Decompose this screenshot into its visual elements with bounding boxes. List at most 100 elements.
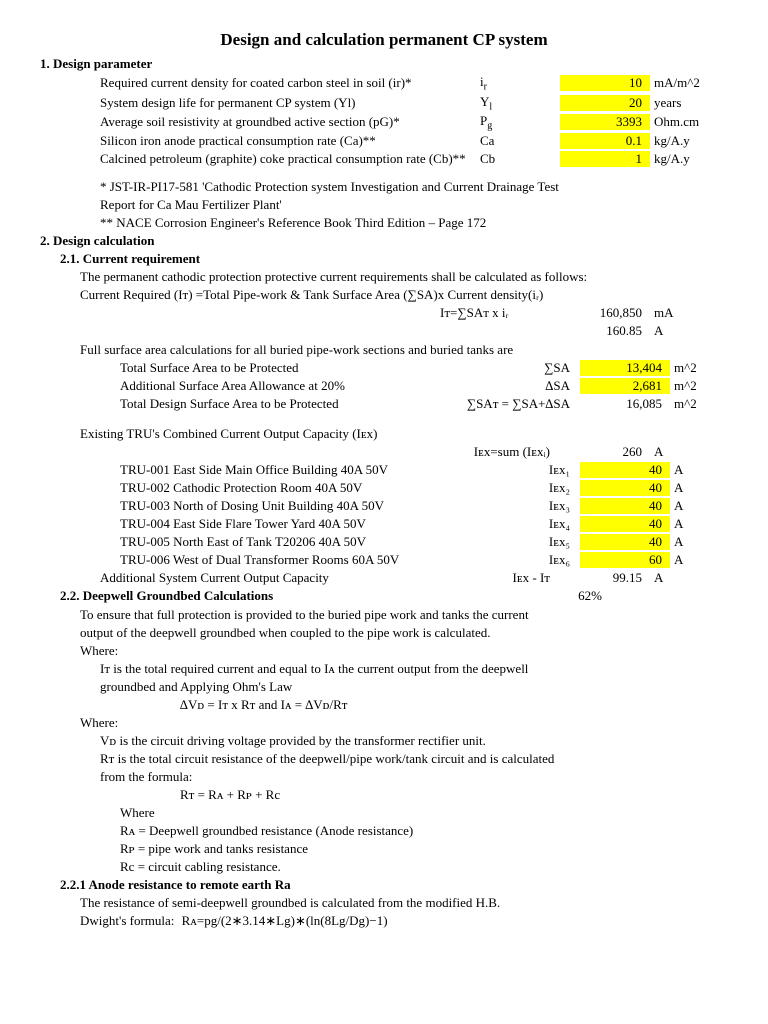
tru-value: 40 [580,534,670,550]
s21-formula: Iᴛ=∑SAᴛ x iᵣ [440,305,560,321]
tru-unit: A [670,552,750,568]
param-row: Silicon iron anode practical consumption… [100,133,728,150]
tru-label: TRU-003 North of Dosing Unit Building 40… [120,498,460,514]
tru-label: TRU-001 East Side Main Office Building 4… [120,462,460,478]
s21-full: Full surface area calculations for all b… [80,342,728,358]
param-symbol: Cb [480,151,560,167]
sa-unit: m^2 [670,378,750,394]
section-2-2-1-header: 2.2.1 Anode resistance to remote earth R… [60,877,728,893]
where-2: Where: [80,715,728,731]
rc-def: Rc = circuit cabling resistance. [120,859,728,875]
tru-unit: A [670,462,750,478]
s22-formula-2: Rᴛ = Rᴀ + Rᴘ + Rc [180,787,728,803]
sa-value: 2,681 [580,378,670,394]
tru-row: TRU-001 East Side Main Office Building 4… [120,462,728,479]
tru-unit: A [670,480,750,496]
s21-u2: A [650,323,730,339]
page-title: Design and calculation permanent CP syst… [40,30,728,50]
section-2-header: 2. Design calculation [40,233,728,249]
tru-label: TRU-006 West of Dual Transformer Rooms 6… [120,552,460,568]
s21-formula-row: Iᴛ=∑SAᴛ x iᵣ 160,850 mA [100,305,728,322]
tru-label: TRU-004 East Side Flare Tower Yard 40A 5… [120,516,460,532]
param-unit: Ohm.cm [650,114,730,130]
sa-label: Additional Surface Area Allowance at 20% [120,378,460,394]
param-value: 20 [560,95,650,111]
tru-label: TRU-002 Cathodic Protection Room 40A 50V [120,480,460,496]
tru-value: 40 [580,480,670,496]
tru-symbol: Iᴇx₁ [460,462,580,478]
tru-symbol: Iᴇx₄ [460,516,580,532]
tru-unit: A [670,516,750,532]
addcap-unit: A [650,570,730,586]
sa-label: Total Surface Area to be Protected [120,360,460,376]
param-label: System design life for permanent CP syst… [100,95,480,111]
param-row: Average soil resistivity at groundbed ac… [100,113,728,132]
tru-sum-row: Iᴇx=sum (Iᴇxᵢ) 260 A [100,444,728,461]
pct-row: 2.2. Deepwell Groundbed Calculations 62% [60,588,728,605]
tru-label: TRU-005 North East of Tank T20206 40A 50… [120,534,460,550]
param-row: Required current density for coated carb… [100,74,728,93]
tru-unit: A [670,534,750,550]
param-symbol: Yl [480,94,560,113]
tru-unit: A [670,498,750,514]
footnote-1b: Report for Ca Mau Fertilizer Plant' [100,197,728,213]
sa-row: Total Surface Area to be Protected∑SA13,… [120,360,728,377]
s21-current: Current Required (Iᴛ) =Total Pipe-work &… [80,287,728,303]
addcap-sym: Iᴇx - Iᴛ [440,570,560,586]
s221-b-line: Dwight's formula: Rᴀ=pg/(2∗3.14∗Lg)∗(ln(… [80,913,728,929]
s21-row2: 160.85 A [100,323,728,340]
param-unit: mA/m^2 [650,75,730,91]
s22-c: Iᴛ is the total required current and equ… [100,661,728,677]
sa-symbol: ∑SA [460,360,580,376]
param-label: Silicon iron anode practical consumption… [100,133,480,149]
s22-formula: ∆Vᴅ = Iᴛ x Rᴛ and Iᴀ = ∆Vᴅ/Rᴛ [180,697,728,713]
tru-symbol: Iᴇx₅ [460,534,580,550]
s21-u1: mA [650,305,730,321]
s22-b: output of the deepwell groundbed when co… [80,625,728,641]
param-symbol: Ca [480,133,560,149]
param-symbol: ir [480,74,560,93]
where-3: Where [120,805,728,821]
tru-row: TRU-002 Cathodic Protection Room 40A 50V… [120,480,728,497]
tru-value: 40 [580,498,670,514]
rp-def: Rᴘ = pipe work and tanks resistance [120,841,728,857]
s221-a: The resistance of semi-deepwell groundbe… [80,895,728,911]
tru-sum-sym: Iᴇx=sum (Iᴇxᵢ) [440,444,560,460]
s21-intro: The permanent cathodic protection protec… [80,269,728,285]
param-row: System design life for permanent CP syst… [100,94,728,113]
param-value: 1 [560,151,650,167]
pct-val: 62% [520,588,610,604]
param-unit: kg/A.y [650,133,730,149]
param-value: 0.1 [560,133,650,149]
section-1-header: 1. Design parameter [40,56,728,72]
s22-g: from the formula: [100,769,728,785]
where-1: Where: [80,643,728,659]
s21-v2: 160.85 [560,323,650,339]
tru-header: Existing TRU's Combined Current Output C… [80,426,728,442]
sa-unit: m^2 [670,360,750,376]
tru-value: 60 [580,552,670,568]
tru-symbol: Iᴇx₆ [460,552,580,568]
s21-v1: 160,850 [560,305,650,321]
sa-symbol: ∆SA [460,378,580,394]
s22-f: Rᴛ is the total circuit resistance of th… [100,751,728,767]
param-value: 10 [560,75,650,91]
param-label: Required current density for coated carb… [100,75,480,91]
tru-row: TRU-005 North East of Tank T20206 40A 50… [120,534,728,551]
footnote-2: ** NACE Corrosion Engineer's Reference B… [100,215,728,231]
param-label: Calcined petroleum (graphite) coke pract… [100,151,480,167]
sa-row: Additional Surface Area Allowance at 20%… [120,378,728,395]
s22-a: To ensure that full protection is provid… [80,607,728,623]
footnote-1a: * JST-IR-PI17-581 'Cathodic Protection s… [100,179,728,195]
tru-row: TRU-006 West of Dual Transformer Rooms 6… [120,552,728,569]
param-symbol: Pg [480,113,560,132]
addcap-label: Additional System Current Output Capacit… [100,570,440,586]
sa-value: 16,085 [580,396,670,412]
sa-row: Total Design Surface Area to be Protecte… [120,396,728,413]
s22-d: groundbed and Applying Ohm's Law [100,679,728,695]
tru-row: TRU-003 North of Dosing Unit Building 40… [120,498,728,515]
s221-formula: Rᴀ=pg/(2∗3.14∗Lg)∗(ln(8Lg/Dg)−1) [182,913,388,928]
tru-symbol: Iᴇx₃ [460,498,580,514]
param-unit: kg/A.y [650,151,730,167]
ra-def: Rᴀ = Deepwell groundbed resistance (Anod… [120,823,728,839]
